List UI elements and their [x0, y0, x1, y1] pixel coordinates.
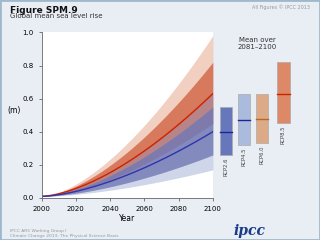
Text: RCP2.6: RCP2.6 — [224, 157, 228, 176]
Bar — [277, 62, 290, 123]
Text: Global mean sea level rise: Global mean sea level rise — [10, 13, 102, 19]
Y-axis label: (m): (m) — [8, 106, 21, 115]
Text: ipcc: ipcc — [234, 224, 266, 238]
Text: Mean over
2081–2100: Mean over 2081–2100 — [238, 37, 277, 50]
Bar — [238, 94, 250, 145]
Text: Figure SPM.9: Figure SPM.9 — [10, 6, 77, 15]
Text: RCP8.5: RCP8.5 — [281, 126, 286, 144]
Text: RCP6.0: RCP6.0 — [260, 146, 265, 164]
Text: IPCC AR5 Working Group I
Climate Change 2013: The Physical Science Basis: IPCC AR5 Working Group I Climate Change … — [10, 229, 118, 238]
Text: RCP4.5: RCP4.5 — [242, 148, 247, 166]
Bar — [256, 94, 268, 143]
Text: All Figures © IPCC 2013: All Figures © IPCC 2013 — [252, 4, 310, 10]
X-axis label: Year: Year — [119, 214, 135, 223]
Bar — [220, 107, 232, 155]
